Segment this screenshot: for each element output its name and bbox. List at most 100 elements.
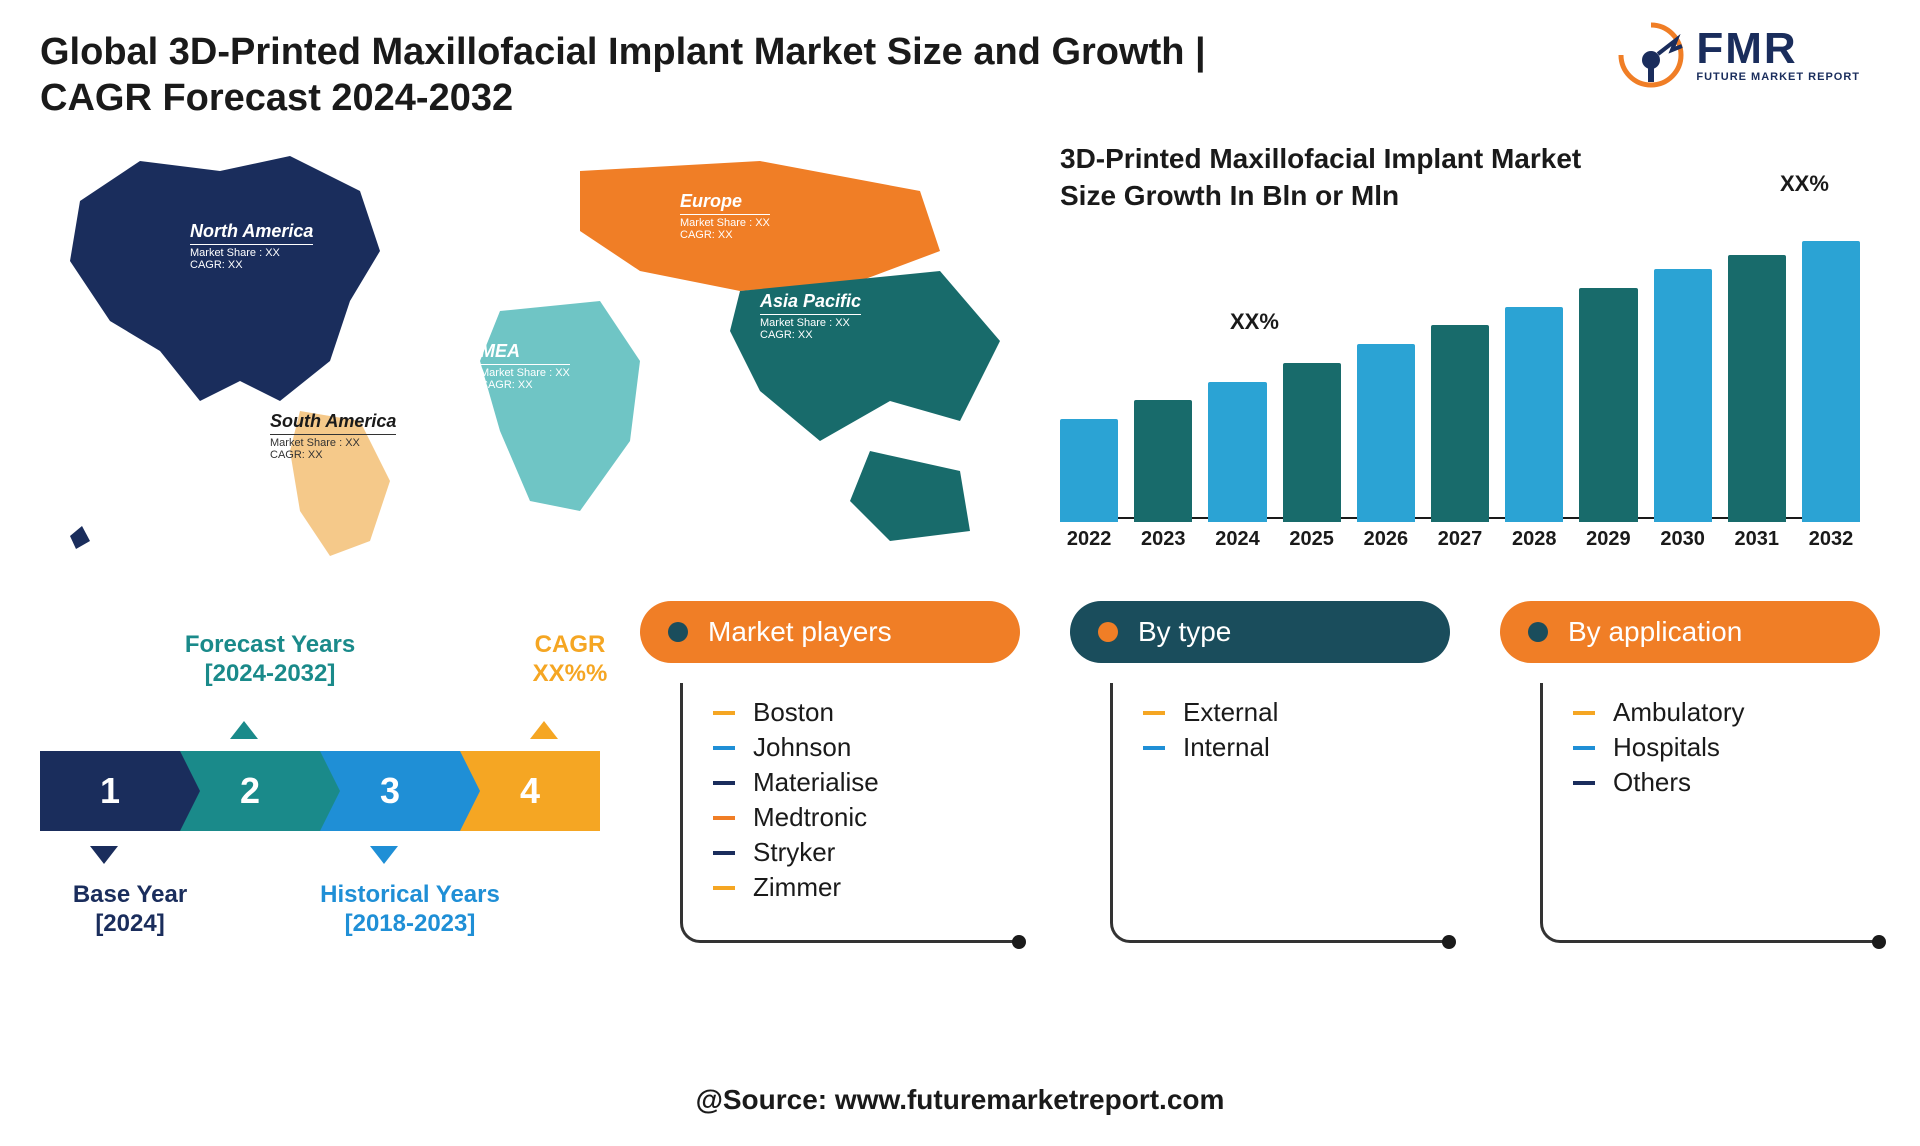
timeline-caption: Historical Years[2018-2023] bbox=[320, 881, 500, 939]
list-item-label: External bbox=[1183, 697, 1278, 728]
triangle-icon bbox=[230, 721, 258, 739]
bar bbox=[1728, 255, 1786, 522]
bar-label: 2024 bbox=[1215, 528, 1260, 551]
category-panel: By application Ambulatory Hospitals Others bbox=[1500, 601, 1880, 981]
list-item: Ambulatory bbox=[1573, 697, 1880, 728]
list-item: Boston bbox=[713, 697, 1020, 728]
timeline-segment: 4 bbox=[460, 751, 600, 831]
list-item: Medtronic bbox=[713, 802, 1020, 833]
bar bbox=[1579, 288, 1637, 522]
bullet-icon bbox=[668, 622, 688, 642]
bar bbox=[1431, 325, 1489, 522]
list-item: Materialise bbox=[713, 767, 1020, 798]
tick-icon bbox=[713, 886, 735, 890]
bar-column: 2027 bbox=[1431, 325, 1489, 551]
list-item-label: Ambulatory bbox=[1613, 697, 1745, 728]
bar-column: 2029 bbox=[1579, 288, 1637, 551]
bar-label: 2027 bbox=[1438, 528, 1483, 551]
list-item-label: Zimmer bbox=[753, 872, 841, 903]
triangle-icon bbox=[370, 846, 398, 864]
bar-label: 2032 bbox=[1809, 528, 1854, 551]
bar-column: 2032 bbox=[1802, 241, 1860, 551]
chart-annotation: XX% bbox=[1780, 171, 1829, 197]
list-item: Internal bbox=[1143, 732, 1450, 763]
list-item-label: Materialise bbox=[753, 767, 879, 798]
timeline-caption: Forecast Years[2024-2032] bbox=[180, 631, 360, 689]
category-header: By type bbox=[1070, 601, 1450, 663]
tick-icon bbox=[1143, 746, 1165, 750]
map-region-label: Asia PacificMarket Share : XXCAGR: XX bbox=[760, 291, 861, 341]
list-item: Others bbox=[1573, 767, 1880, 798]
bar-column: 2022 bbox=[1060, 419, 1118, 551]
timeline-segment: 1 bbox=[40, 751, 180, 831]
list-item-label: Boston bbox=[753, 697, 834, 728]
tick-icon bbox=[713, 781, 735, 785]
category-body: Ambulatory Hospitals Others bbox=[1540, 683, 1880, 943]
list-item-label: Stryker bbox=[753, 837, 835, 868]
bar bbox=[1060, 419, 1118, 522]
chart-title: 3D-Printed Maxillofacial Implant Market … bbox=[1060, 141, 1610, 214]
category-header: By application bbox=[1500, 601, 1880, 663]
bar-label: 2030 bbox=[1660, 528, 1705, 551]
category-panel: By type External Internal bbox=[1070, 601, 1450, 981]
world-map: North AmericaMarket Share : XXCAGR: XX So… bbox=[40, 141, 1040, 561]
list-item-label: Medtronic bbox=[753, 802, 867, 833]
list-item: External bbox=[1143, 697, 1450, 728]
map-region-label: South AmericaMarket Share : XXCAGR: XX bbox=[270, 411, 396, 461]
triangle-icon bbox=[90, 846, 118, 864]
category-body: External Internal bbox=[1110, 683, 1450, 943]
bullet-icon bbox=[1098, 622, 1118, 642]
category-header: Market players bbox=[640, 601, 1020, 663]
category-header-text: Market players bbox=[708, 616, 892, 648]
bar bbox=[1505, 307, 1563, 523]
tick-icon bbox=[713, 746, 735, 750]
bar-label: 2025 bbox=[1289, 528, 1334, 551]
bar-label: 2031 bbox=[1735, 528, 1780, 551]
bar bbox=[1283, 363, 1341, 522]
list-item-label: Others bbox=[1613, 767, 1691, 798]
triangle-icon bbox=[530, 721, 558, 739]
bar bbox=[1654, 269, 1712, 522]
bar-column: 2025 bbox=[1283, 363, 1341, 551]
timeline-segment: 3 bbox=[320, 751, 460, 831]
bar-column: 2024 bbox=[1208, 382, 1266, 552]
bar-column: 2031 bbox=[1728, 255, 1786, 551]
bar-column: 2028 bbox=[1505, 307, 1563, 552]
logo-icon bbox=[1616, 20, 1686, 90]
tick-icon bbox=[1573, 746, 1595, 750]
page-title: Global 3D-Printed Maxillofacial Implant … bbox=[40, 30, 1240, 121]
tick-icon bbox=[1573, 711, 1595, 715]
logo-sub: FUTURE MARKET REPORT bbox=[1696, 71, 1860, 83]
bar-column: 2023 bbox=[1134, 400, 1192, 551]
tick-icon bbox=[1573, 781, 1595, 785]
list-item: Hospitals bbox=[1573, 732, 1880, 763]
bar bbox=[1134, 400, 1192, 522]
bar-label: 2022 bbox=[1067, 528, 1112, 551]
category-body: Boston Johnson Materialise Medtronic Stryker… bbox=[680, 683, 1020, 943]
list-item: Zimmer bbox=[713, 872, 1020, 903]
list-item-label: Johnson bbox=[753, 732, 851, 763]
tick-icon bbox=[1143, 711, 1165, 715]
source-credit: @Source: www.futuremarketreport.com bbox=[0, 1084, 1920, 1116]
timeline-caption: CAGRXX%% bbox=[480, 631, 660, 689]
bullet-icon bbox=[1528, 622, 1548, 642]
bar bbox=[1357, 344, 1415, 522]
category-header-text: By type bbox=[1138, 616, 1231, 648]
timeline-segment: 2 bbox=[180, 751, 320, 831]
list-item-label: Internal bbox=[1183, 732, 1270, 763]
bar-label: 2026 bbox=[1364, 528, 1409, 551]
bar-label: 2028 bbox=[1512, 528, 1557, 551]
map-region-label: MEAMarket Share : XXCAGR: XX bbox=[480, 341, 570, 391]
map-region-label: North AmericaMarket Share : XXCAGR: XX bbox=[190, 221, 313, 271]
brand-logo: FMR FUTURE MARKET REPORT bbox=[1616, 20, 1860, 90]
tick-icon bbox=[713, 851, 735, 855]
category-header-text: By application bbox=[1568, 616, 1742, 648]
bar bbox=[1802, 241, 1860, 522]
bar-chart: 3D-Printed Maxillofacial Implant Market … bbox=[1040, 141, 1860, 561]
timeline-panel: Base Year[2024]Forecast Years[2024-2032]… bbox=[40, 601, 600, 981]
map-region-label: EuropeMarket Share : XXCAGR: XX bbox=[680, 191, 770, 241]
tick-icon bbox=[713, 816, 735, 820]
list-item-label: Hospitals bbox=[1613, 732, 1720, 763]
logo-fmr: FMR bbox=[1696, 27, 1860, 71]
list-item: Stryker bbox=[713, 837, 1020, 868]
